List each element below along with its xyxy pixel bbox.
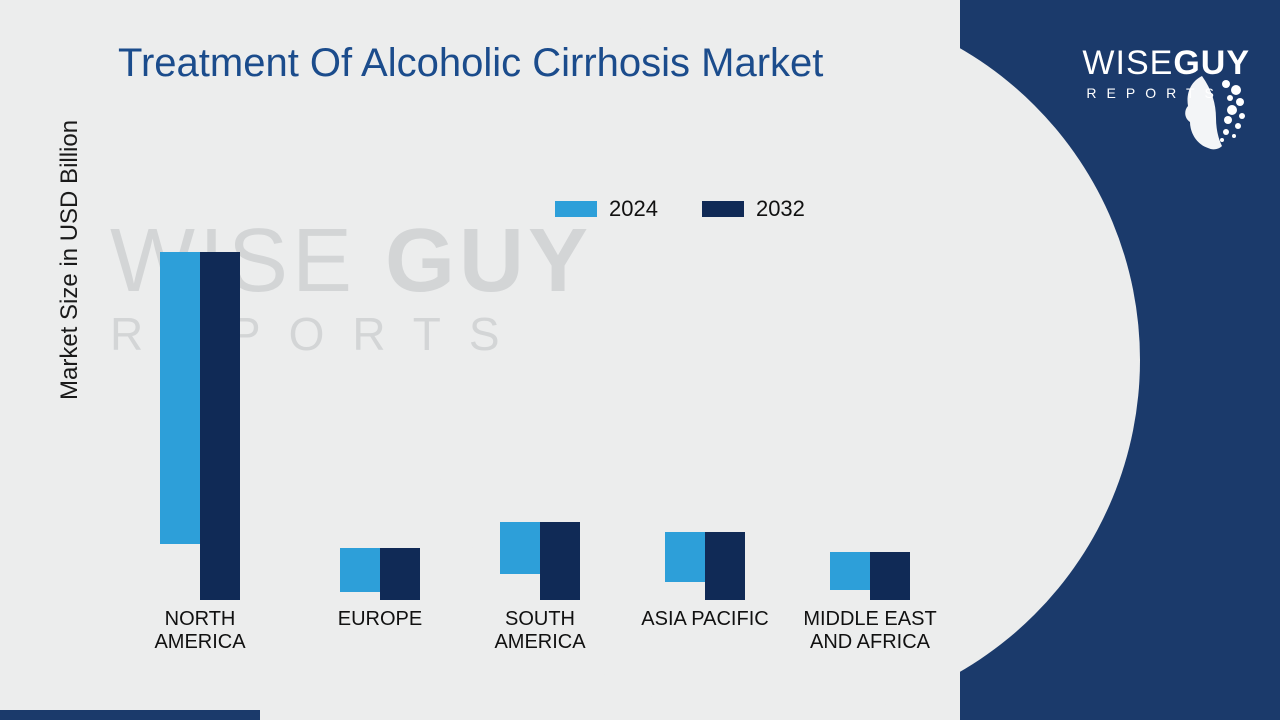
legend-swatch	[702, 201, 744, 217]
legend-item: 2024	[555, 196, 658, 222]
chart-plot-area: 7.29NORTH AMERICAEUROPESOUTH AMERICAASIA…	[100, 220, 950, 600]
legend-label: 2032	[756, 196, 805, 222]
bar	[340, 548, 380, 592]
bar-group: SOUTH AMERICA	[480, 522, 600, 600]
bar	[160, 252, 200, 544]
category-label: MIDDLE EAST AND AFRICA	[795, 608, 945, 654]
category-label: SOUTH AMERICA	[465, 608, 615, 654]
legend-item: 2032	[702, 196, 805, 222]
chart-title: Treatment Of Alcoholic Cirrhosis Market	[118, 40, 823, 86]
bar	[705, 532, 745, 600]
bar-group: ASIA PACIFIC	[645, 532, 765, 600]
chart-canvas: WISEGUY REPORTS Treatment Of Alcoholic C…	[0, 0, 1280, 720]
legend-swatch	[555, 201, 597, 217]
chart-legend: 2024 2032	[555, 196, 805, 222]
bar-group: MIDDLE EAST AND AFRICA	[810, 552, 930, 600]
bar	[830, 552, 870, 590]
logo-head-icon	[1182, 74, 1252, 152]
category-label: EUROPE	[305, 608, 455, 631]
bar-group: NORTH AMERICA	[140, 252, 260, 600]
bar	[380, 548, 420, 600]
bar-group: EUROPE	[320, 548, 440, 600]
brand-logo: WISEGUY REPORTS	[1082, 44, 1250, 101]
bottom-accent-bar	[0, 710, 260, 720]
bar	[540, 522, 580, 600]
legend-label: 2024	[609, 196, 658, 222]
bar	[500, 522, 540, 574]
y-axis-label: Market Size in USD Billion	[56, 120, 84, 400]
bar	[200, 252, 240, 600]
bar	[665, 532, 705, 582]
category-label: ASIA PACIFIC	[630, 608, 780, 631]
category-label: NORTH AMERICA	[125, 608, 275, 654]
logo-brand-a: WISE	[1082, 44, 1173, 82]
bar	[870, 552, 910, 600]
